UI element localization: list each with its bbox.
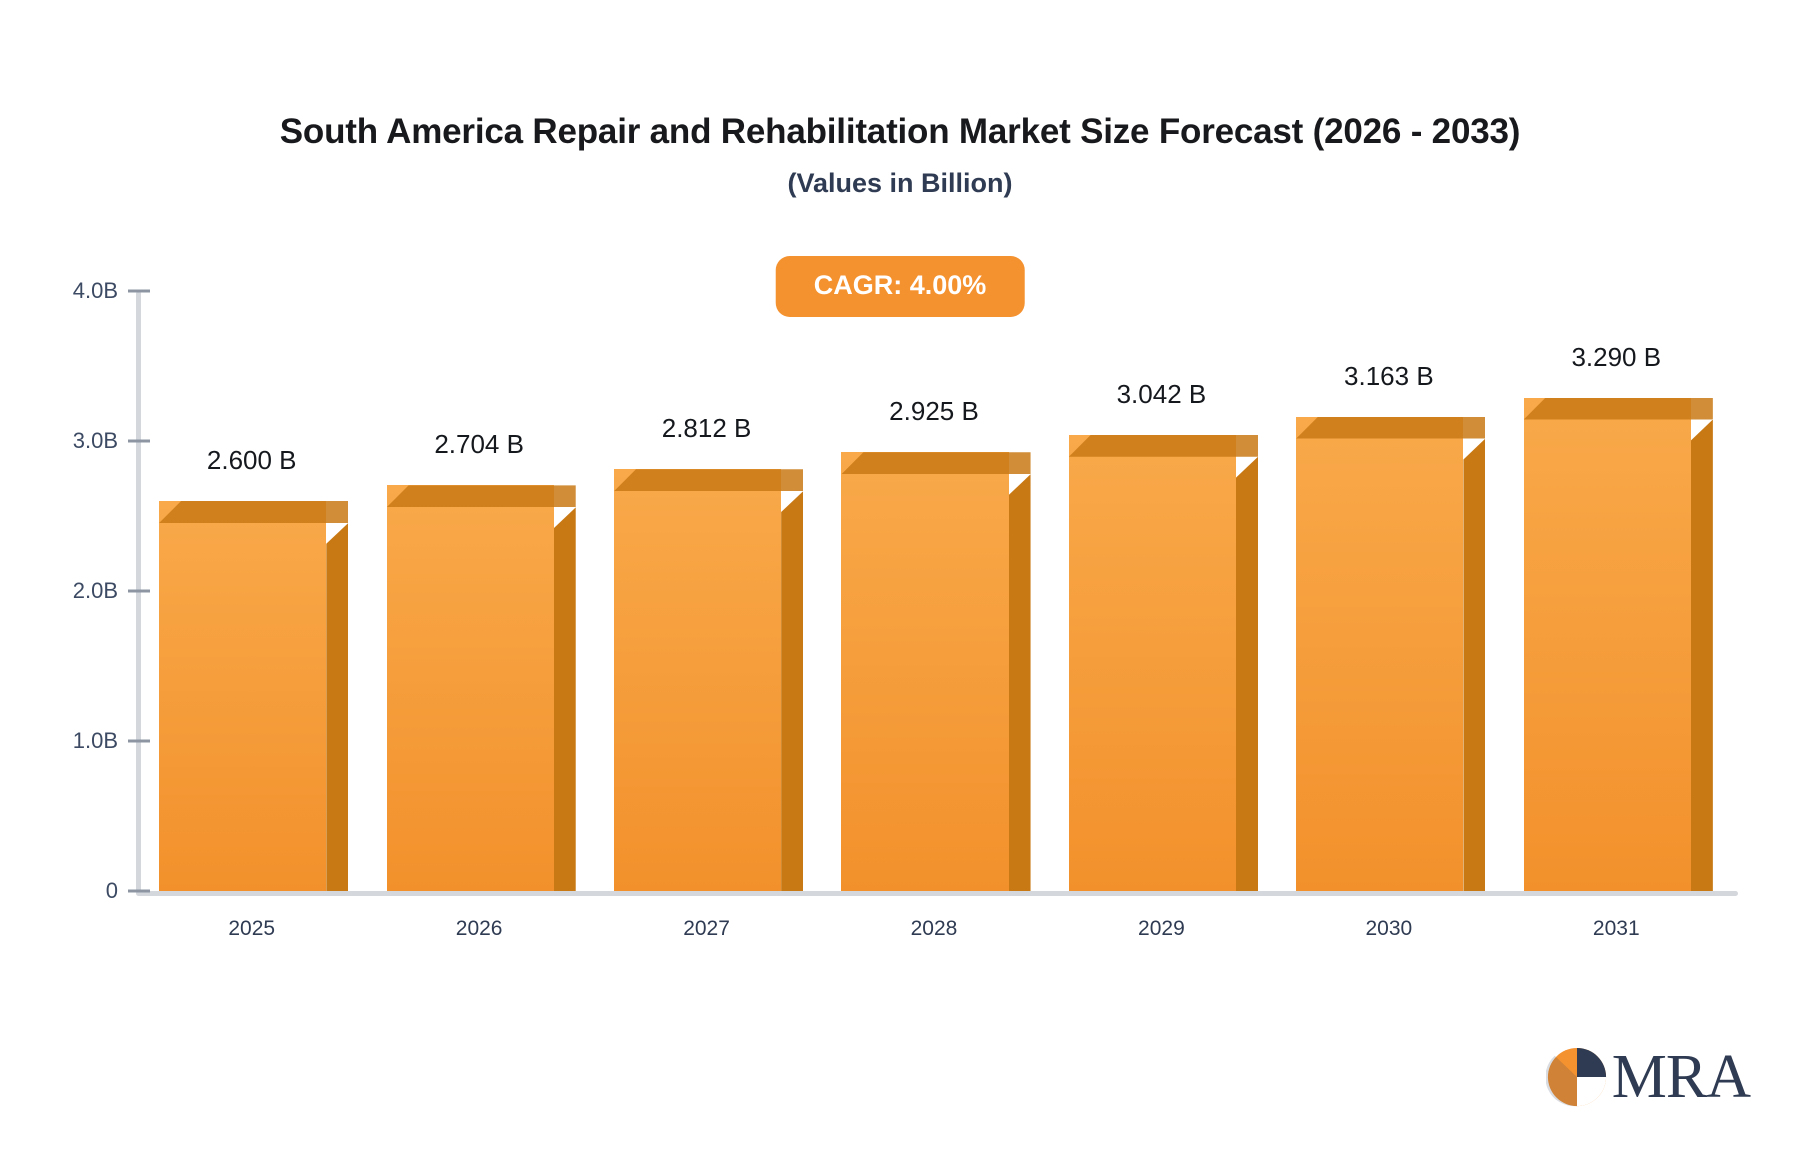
bar-top-face xyxy=(159,501,349,523)
bar[interactable] xyxy=(1068,434,1258,891)
bar-side-face xyxy=(1690,419,1713,891)
x-axis-tick-label: 2027 xyxy=(683,917,730,940)
y-axis-tick-label: 3.0B xyxy=(72,428,118,453)
bar-side-face xyxy=(1008,474,1031,891)
y-axis-tick-mark xyxy=(128,889,150,893)
bar[interactable] xyxy=(1523,397,1713,891)
bar-front-face xyxy=(1068,434,1236,891)
bar-value-label: 2.704 B xyxy=(434,429,524,460)
bar-value-label: 2.600 B xyxy=(206,445,297,475)
bar[interactable] xyxy=(386,485,576,891)
bar-front-face xyxy=(386,485,554,891)
bar-front-face xyxy=(841,452,1009,891)
bar-value-label: 2.812 B xyxy=(661,413,752,444)
x-axis-tick-label: 2028 xyxy=(910,917,958,940)
y-axis-tick-mark xyxy=(128,439,150,443)
bar-side-face xyxy=(1236,456,1258,891)
bar-top-face xyxy=(1068,434,1258,457)
bar-value-label: 3.163 B xyxy=(1344,360,1434,391)
y-axis-tick-label: 4.0B xyxy=(72,278,118,303)
x-axis-tick-label: 2030 xyxy=(1365,917,1413,940)
x-axis-tick-label: 2029 xyxy=(1138,917,1185,940)
bar-top-face xyxy=(1523,397,1713,420)
bar[interactable] xyxy=(1296,416,1486,891)
y-axis-tick-mark xyxy=(128,289,150,293)
bar-front-face xyxy=(1296,416,1464,891)
bar[interactable] xyxy=(159,501,349,891)
pie-chart-icon xyxy=(1545,1047,1606,1107)
bar-top-face xyxy=(1296,416,1486,439)
chart-subtitle: (Values in Billion) xyxy=(787,168,1013,198)
y-axis-tick-mark xyxy=(128,739,150,743)
bar[interactable] xyxy=(841,452,1031,891)
bar-value-label: 3.290 B xyxy=(1571,341,1662,372)
bar-top-face xyxy=(841,452,1031,475)
chart-title: South America Repair and Rehabilitation … xyxy=(279,112,1521,151)
bar-side-face xyxy=(326,523,349,891)
x-axis-tick-label: 2025 xyxy=(228,917,276,940)
mra-logo: MRA xyxy=(1545,1043,1751,1111)
bar-front-face xyxy=(613,469,782,891)
y-axis-tick-label: 1.0B xyxy=(72,728,118,753)
y-axis-tick-mark xyxy=(128,589,150,593)
bar-top-face xyxy=(386,485,576,508)
y-axis-line xyxy=(136,291,141,895)
bar[interactable] xyxy=(613,469,804,891)
y-axis-tick-label: 0 xyxy=(105,878,118,903)
bar-top-face xyxy=(613,469,804,492)
x-axis-line xyxy=(136,891,1738,896)
logo-text: MRA xyxy=(1611,1043,1751,1111)
bar-value-label: 2.925 B xyxy=(889,396,979,427)
bar-side-face xyxy=(553,507,576,891)
bar-front-face xyxy=(1523,397,1691,891)
bar-side-face xyxy=(1463,438,1486,891)
x-axis-tick-label: 2031 xyxy=(1592,917,1640,940)
bar-value-label: 3.042 B xyxy=(1116,378,1207,409)
bar-side-face xyxy=(781,491,804,891)
bar-front-face xyxy=(159,501,327,891)
x-axis-tick-label: 2026 xyxy=(455,917,503,940)
cagr-badge: CAGR: 4.00% xyxy=(775,256,1025,317)
y-axis-tick-label: 2.0B xyxy=(72,578,118,603)
